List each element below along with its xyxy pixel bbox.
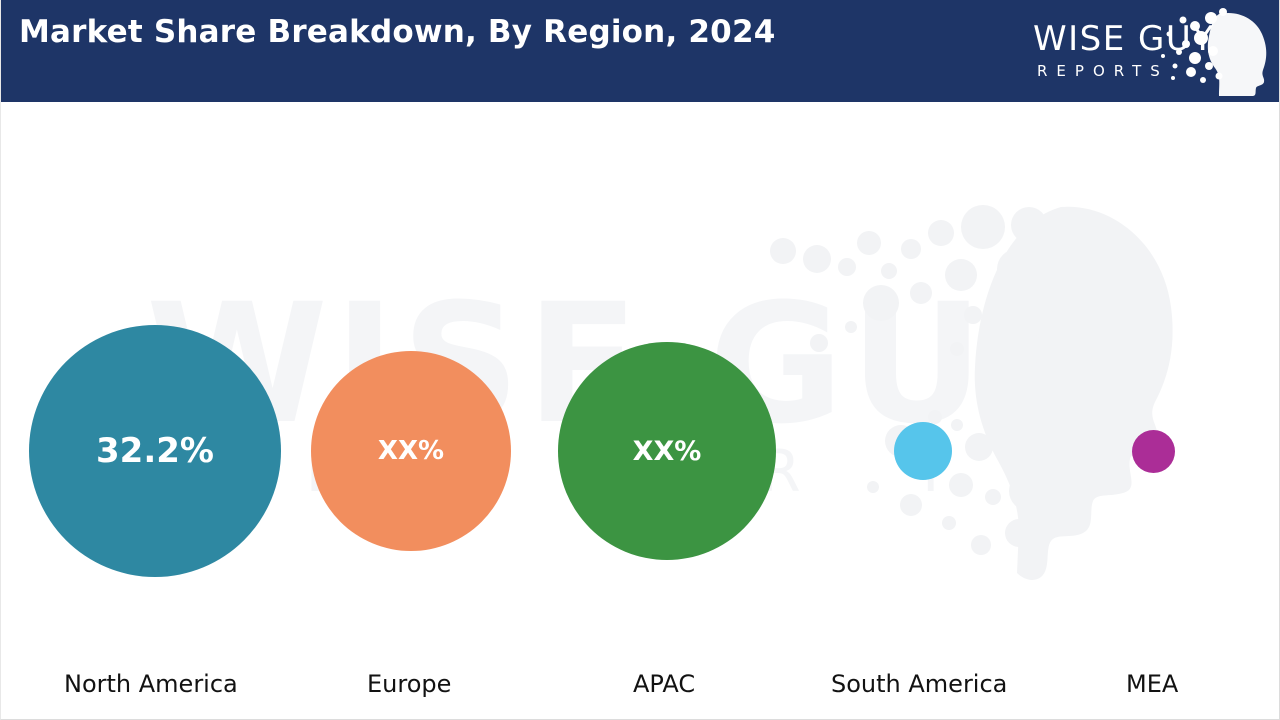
category-label-north-america: North America — [64, 670, 238, 698]
category-label-apac: APAC — [633, 670, 696, 698]
watermark-head-profile-icon — [761, 197, 1201, 657]
bubble-mea[interactable] — [1132, 430, 1175, 473]
bubble-value-label: XX% — [632, 435, 702, 467]
svg-text:REPORTS: REPORTS — [1037, 62, 1169, 80]
category-label-mea: MEA — [1126, 670, 1179, 698]
bubble-apac[interactable]: XX% — [558, 342, 776, 560]
bubble-value-label: XX% — [377, 436, 445, 466]
bubble-europe[interactable]: XX% — [311, 351, 511, 551]
svg-text:WISE GUY: WISE GUY — [1033, 19, 1215, 59]
bubble-value-label: 32.2% — [96, 431, 214, 471]
bubble-north-america[interactable]: 32.2% — [29, 325, 281, 577]
head-profile-dots-icon — [770, 205, 1173, 580]
logo-svg: WISE GUY REPORTS — [1033, 8, 1267, 96]
page-title: Market Share Breakdown, By Region, 2024 — [19, 14, 776, 50]
header-bar: Market Share Breakdown, By Region, 2024 … — [1, 0, 1279, 102]
category-label-europe: Europe — [367, 670, 452, 698]
plot-area: WISE GUY R E P O R T S — [1, 102, 1279, 719]
wise-guy-reports-logo: WISE GUY REPORTS — [1023, 6, 1273, 96]
bubble-south-america[interactable] — [894, 422, 952, 480]
category-label-south-america: South America — [831, 670, 1008, 698]
